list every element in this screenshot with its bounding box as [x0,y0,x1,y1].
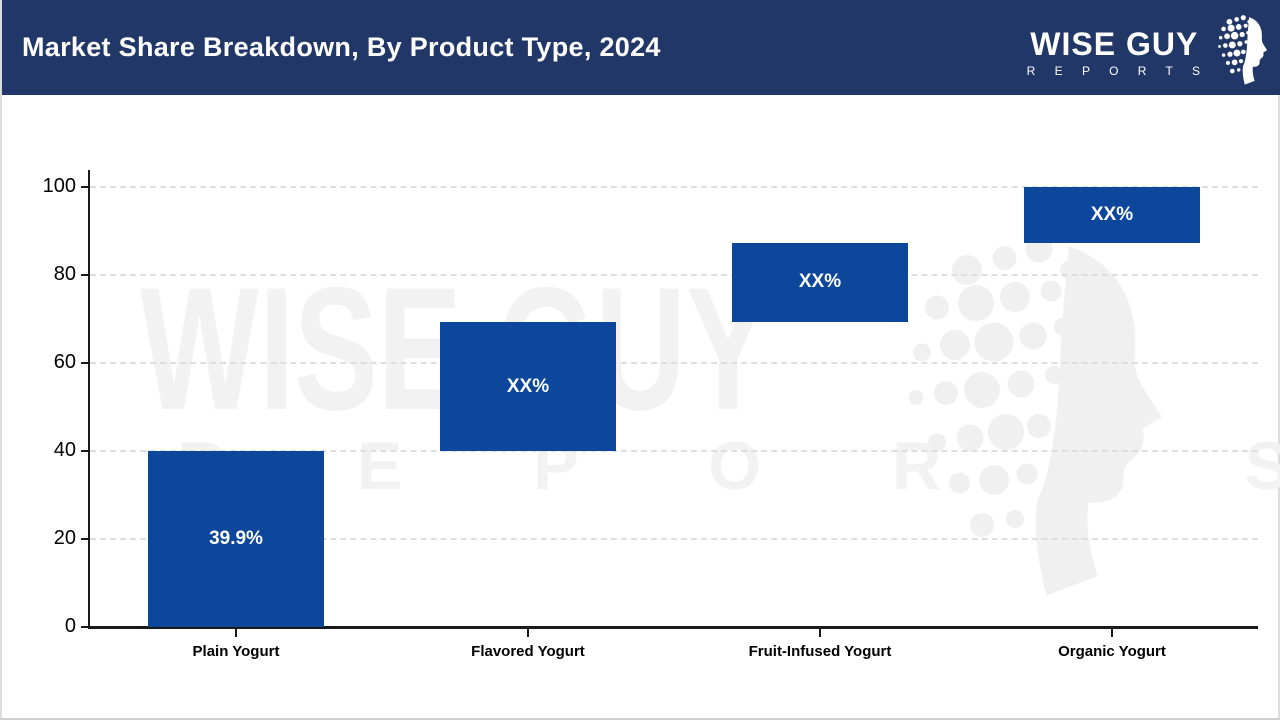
x-category-label: Plain Yogurt [192,643,280,660]
logo-wiseguy-text: WISE GUY [1030,25,1199,62]
y-tick-label-60: 60 [53,351,76,373]
x-tick-3 [819,629,821,637]
x-axis [88,626,1258,629]
x-tick-4 [1111,629,1113,637]
bar-segment-3: XX% [732,242,908,323]
bar-segment-4: XX% [1024,187,1200,243]
y-tick-20 [81,538,90,540]
y-axis [88,170,90,629]
gridline-60 [90,362,1258,364]
bar-segment-2: XX% [440,322,616,452]
gridline-80 [90,274,1258,276]
bar-segment-1: 39.9% [148,451,324,627]
y-tick-label-40: 40 [53,439,76,461]
gridline-20 [90,538,1258,540]
x-category-label: Fruit-Infused Yogurt [748,643,892,660]
y-tick-label-100: 100 [42,175,76,197]
y-tick-100 [81,186,90,188]
logo-reports-text: R E P O R T S [1026,63,1208,78]
y-tick-60 [81,362,90,364]
page-title: Market Share Breakdown, By Product Type,… [22,32,661,62]
header-bar: Market Share Breakdown, By Product Type,… [2,0,1280,95]
gridline-100 [90,186,1258,188]
x-category-label: Organic Yogurt [1058,643,1166,660]
y-tick-label-20: 20 [53,527,76,549]
logo-text: WISE GUY R E P O R T S [1021,27,1208,78]
bar-value-label: XX% [798,271,842,293]
bar-value-label: 39.9% [209,528,263,550]
y-tick-40 [81,450,90,452]
y-tick-80 [81,274,90,276]
x-tick-1 [235,629,237,637]
gridline-40 [90,450,1258,452]
x-tick-2 [527,629,529,637]
y-tick-label-0: 0 [64,615,76,637]
bar-value-label: XX% [506,375,550,397]
y-tick-label-80: 80 [53,263,76,285]
bar-value-label: XX% [1090,203,1134,225]
x-category-label: Flavored Yogurt [471,643,585,660]
wise-guy-reports-logo: WISE GUY R E P O R T S [1021,8,1270,90]
y-tick-0 [81,626,90,628]
dotted-face-profile-icon [1218,15,1268,85]
